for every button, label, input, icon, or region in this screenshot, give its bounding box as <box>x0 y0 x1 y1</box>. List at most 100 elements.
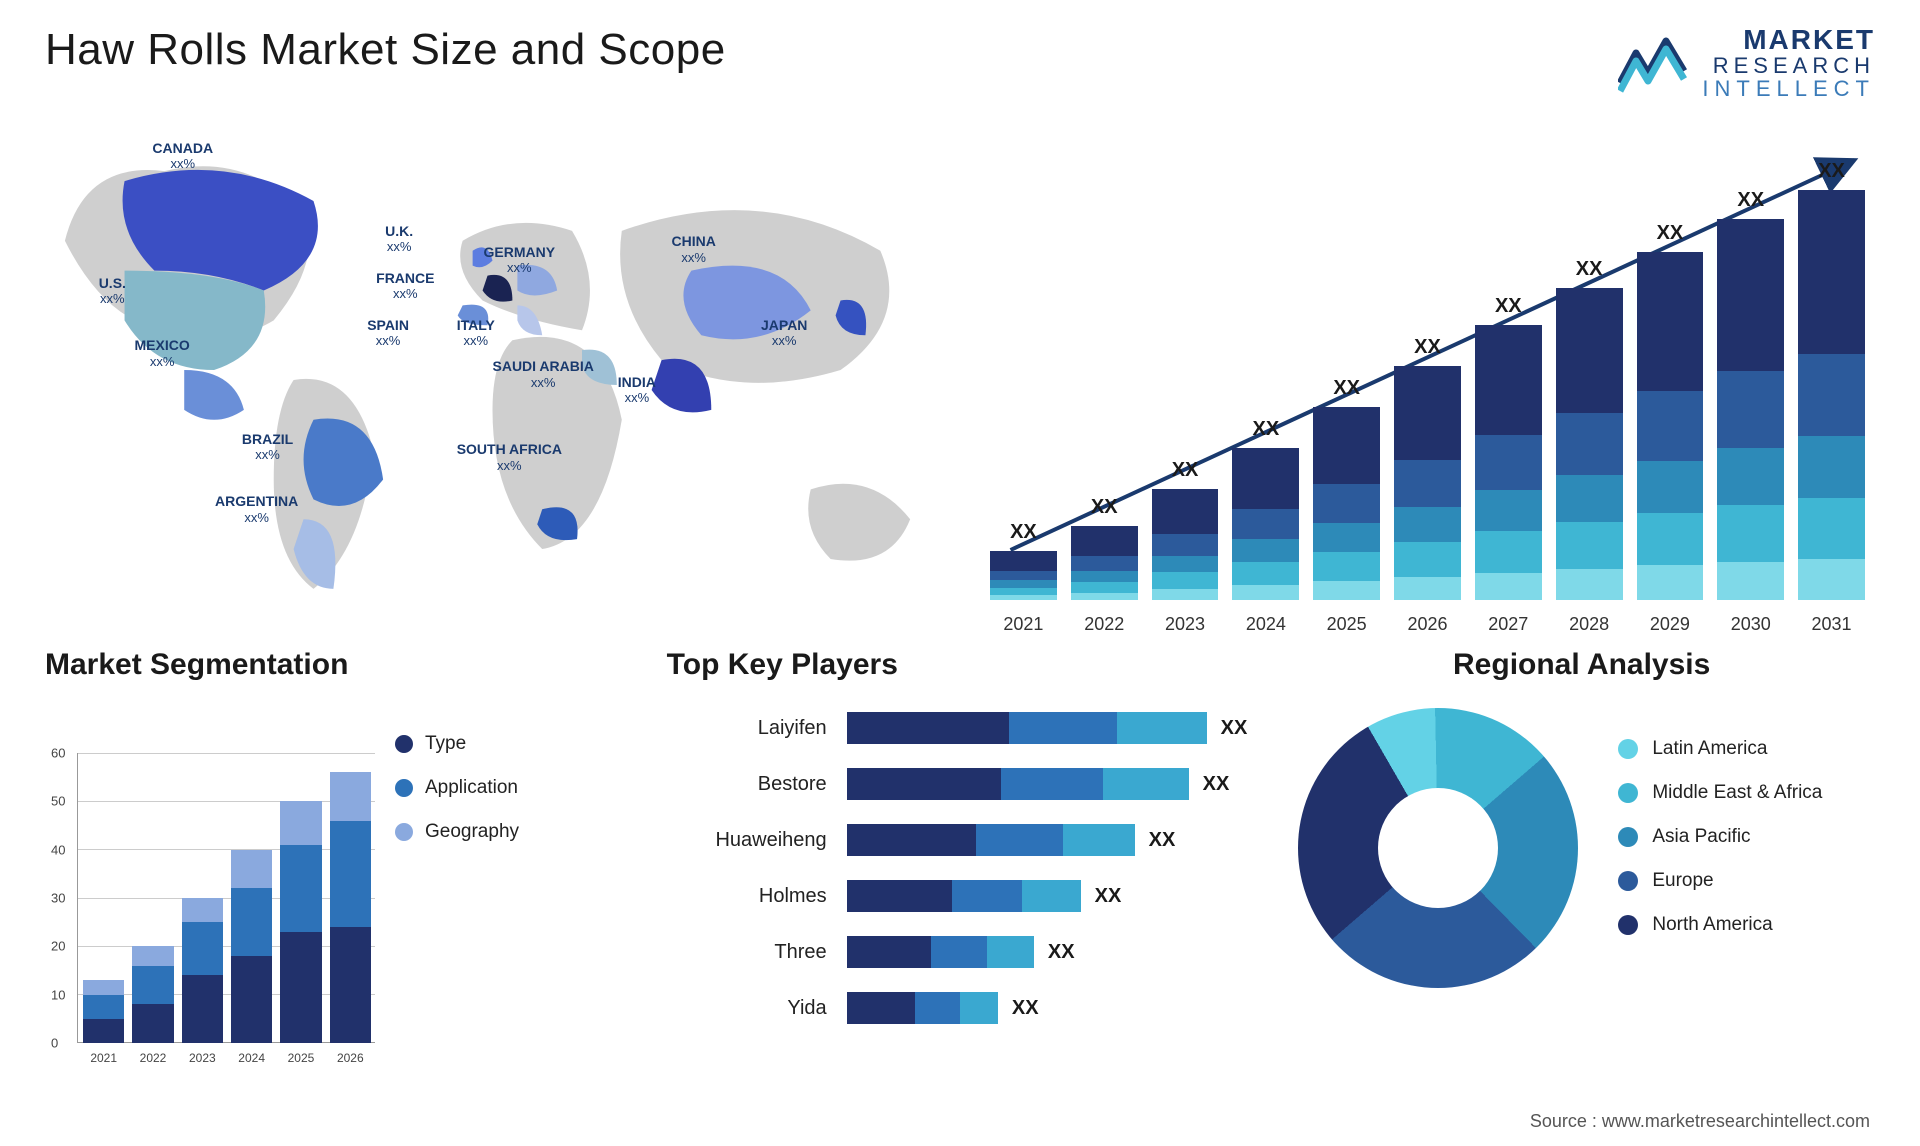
brand-logo: MARKET RESEARCH INTELLECT <box>1618 25 1875 101</box>
player-value-label: XX <box>1149 829 1176 852</box>
bar-value-label: XX <box>1071 496 1138 519</box>
player-bar <box>847 992 998 1024</box>
x-axis-label: 2025 <box>280 1051 321 1065</box>
legend-item: North America <box>1618 914 1822 936</box>
map-label: JAPANxx% <box>761 318 807 349</box>
y-axis-tick: 60 <box>51 746 65 761</box>
main-bar: XX <box>1798 190 1865 600</box>
legend-item: Middle East & Africa <box>1618 782 1822 804</box>
map-label: U.K.xx% <box>385 224 413 255</box>
y-axis-tick: 40 <box>51 842 65 857</box>
x-axis-label: 2031 <box>1798 614 1865 635</box>
main-bar: XX <box>1475 325 1542 600</box>
top-row: CANADAxx% U.S.xx% MEXICOxx% BRAZILxx% ARGENT… <box>45 120 1875 640</box>
x-axis-label: 2030 <box>1717 614 1784 635</box>
player-bar <box>847 880 1081 912</box>
world-map-panel: CANADAxx% U.S.xx% MEXICOxx% BRAZILxx% ARGENT… <box>45 120 940 640</box>
regional-donut-chart <box>1298 708 1578 988</box>
player-bar <box>847 936 1034 968</box>
map-label: ARGENTINAxx% <box>215 494 298 525</box>
y-axis-tick: 0 <box>51 1036 58 1051</box>
x-axis-label: 2027 <box>1475 614 1542 635</box>
bar-value-label: XX <box>1798 160 1865 183</box>
bar-value-label: XX <box>1232 418 1299 441</box>
player-bar <box>847 712 1207 744</box>
map-label: BRAZILxx% <box>242 432 293 463</box>
player-name: Huaweiheng <box>667 829 847 852</box>
map-label: U.S.xx% <box>99 276 126 307</box>
x-axis-label: 2023 <box>182 1051 223 1065</box>
segmentation-chart: 0102030405060 202120222023202420252026 <box>45 753 375 1073</box>
x-axis-label: 2022 <box>1071 614 1138 635</box>
player-name: Holmes <box>667 885 847 908</box>
map-label: SAUDI ARABIAxx% <box>493 359 594 390</box>
x-axis-label: 2024 <box>1232 614 1299 635</box>
main-bar: XX <box>1232 448 1299 600</box>
y-axis-tick: 10 <box>51 987 65 1002</box>
y-axis-tick: 20 <box>51 939 65 954</box>
player-value-label: XX <box>1012 997 1039 1020</box>
x-axis-label: 2022 <box>132 1051 173 1065</box>
main-bar: XX <box>1637 252 1704 600</box>
x-axis-label: 2029 <box>1637 614 1704 635</box>
logo-text-1: MARKET <box>1702 25 1875 54</box>
segmentation-title: Market Segmentation <box>45 648 632 682</box>
legend-item: Asia Pacific <box>1618 826 1822 848</box>
map-label: CHINAxx% <box>672 234 716 265</box>
segmentation-bar <box>280 801 321 1043</box>
x-axis-label: 2024 <box>231 1051 272 1065</box>
player-value-label: XX <box>1048 941 1075 964</box>
player-bar <box>847 824 1135 856</box>
x-axis-label: 2026 <box>330 1051 371 1065</box>
player-row: Yida XX <box>667 983 1254 1033</box>
segmentation-bar <box>182 898 223 1043</box>
player-row: BestoreXX <box>667 759 1254 809</box>
player-value-label: XX <box>1221 717 1248 740</box>
x-axis-label: 2026 <box>1394 614 1461 635</box>
player-row: Huaweiheng XX <box>667 815 1254 865</box>
header: Haw Rolls Market Size and Scope MARKET R… <box>45 25 1875 115</box>
player-name: Yida <box>667 997 847 1020</box>
x-axis-label: 2028 <box>1556 614 1623 635</box>
player-row: HolmesXX <box>667 871 1254 921</box>
main-bar: XX <box>1313 407 1380 600</box>
main-bar: XX <box>1556 288 1623 600</box>
bar-value-label: XX <box>990 521 1057 544</box>
x-axis-label: 2021 <box>83 1051 124 1065</box>
bar-value-label: XX <box>1152 459 1219 482</box>
player-row: ThreeXX <box>667 927 1254 977</box>
bottom-row: Market Segmentation 0 10 20 30 40 50 60 2021 20… <box>45 648 1875 1098</box>
map-label: SOUTH AFRICAxx% <box>457 442 562 473</box>
y-axis-tick: 50 <box>51 794 65 809</box>
main-bar: XX <box>1394 366 1461 600</box>
bar-value-label: XX <box>1475 295 1542 318</box>
player-value-label: XX <box>1203 773 1230 796</box>
map-label: FRANCExx% <box>376 271 434 302</box>
x-axis-label: 2023 <box>1152 614 1219 635</box>
legend-item: Type <box>395 733 519 755</box>
bar-value-label: XX <box>1717 189 1784 212</box>
regional-panel: Regional Analysis Latin AmericaMiddle Ea… <box>1288 648 1875 1098</box>
bar-value-label: XX <box>1394 336 1461 359</box>
main-bar: XX <box>1071 526 1138 600</box>
key-players-panel: Top Key Players LaiyifenXXBestoreXXHuawe… <box>667 648 1254 1098</box>
segmentation-bar <box>132 946 173 1043</box>
page-title: Haw Rolls Market Size and Scope <box>45 25 726 75</box>
x-axis-label: 2025 <box>1313 614 1380 635</box>
y-axis-tick: 30 <box>51 891 65 906</box>
bar-value-label: XX <box>1637 222 1704 245</box>
main-bar: XX <box>990 551 1057 600</box>
logo-mark-icon <box>1618 33 1688 93</box>
segmentation-panel: Market Segmentation 0 10 20 30 40 50 60 2021 20… <box>45 648 632 1098</box>
key-players-chart: LaiyifenXXBestoreXXHuaweihengXXHolmesXXT… <box>667 703 1254 1039</box>
map-label: MEXICOxx% <box>135 338 190 369</box>
map-label: CANADAxx% <box>152 141 213 172</box>
source-attribution: Source : www.marketresearchintellect.com <box>1530 1111 1870 1132</box>
bar-value-label: XX <box>1556 258 1623 281</box>
map-label: INDIAxx% <box>618 375 656 406</box>
logo-text-3: INTELLECT <box>1702 77 1875 100</box>
logo-text-2: RESEARCH <box>1702 54 1875 77</box>
map-label: SPAINxx% <box>367 318 409 349</box>
regional-title: Regional Analysis <box>1288 648 1875 682</box>
legend-item: Europe <box>1618 870 1822 892</box>
